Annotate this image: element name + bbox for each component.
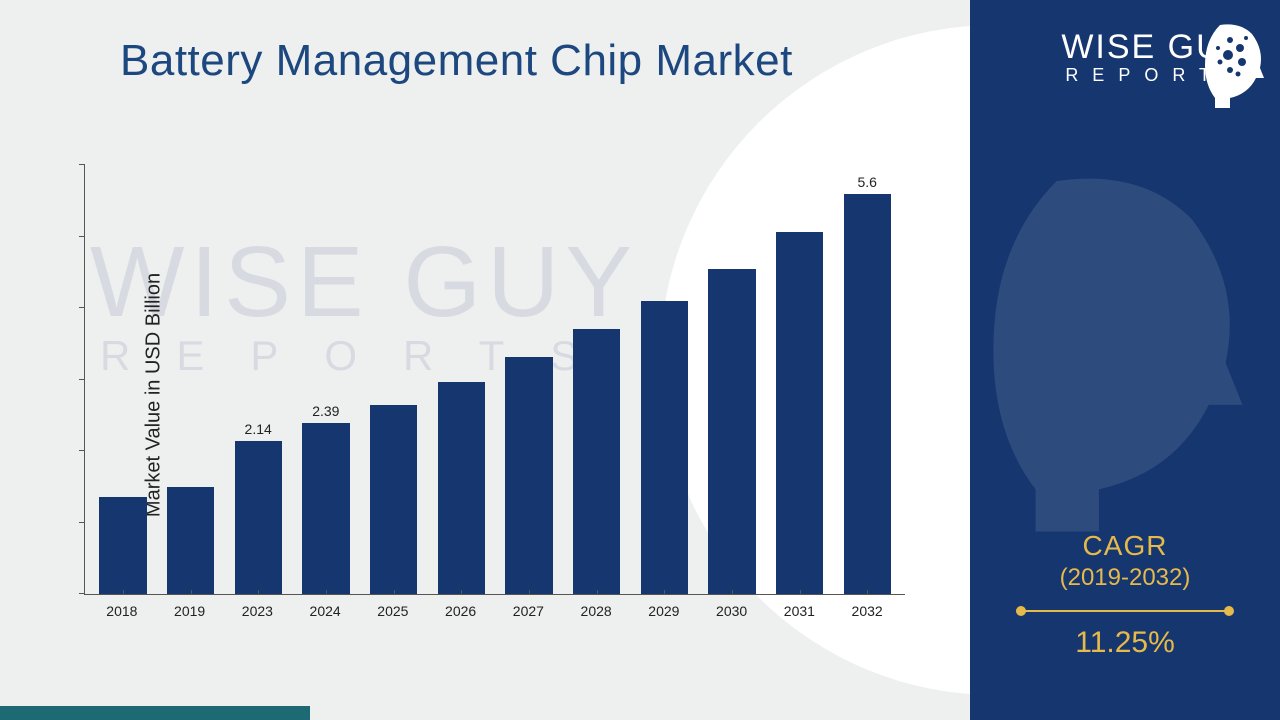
bar-wrap: 2.14 xyxy=(224,165,292,594)
x-axis-tick-label: 2032 xyxy=(833,597,901,625)
bar xyxy=(641,301,688,594)
cagr-period: (2019-2032) xyxy=(1010,564,1240,592)
cagr-divider xyxy=(1020,610,1230,612)
bar xyxy=(167,487,214,594)
x-tick xyxy=(258,590,259,595)
bar-wrap: 5.6 xyxy=(833,165,901,594)
x-axis-tick-label: 2027 xyxy=(495,597,563,625)
bar-value-label: 2.39 xyxy=(312,403,339,419)
bar-wrap xyxy=(563,165,631,594)
x-axis-tick-label: 2025 xyxy=(359,597,427,625)
x-tick xyxy=(732,590,733,595)
x-axis-labels: 2018201920232024202520262027202820292030… xyxy=(84,597,905,625)
bars-container: 2.14 2.39 5.6 xyxy=(85,165,905,594)
cagr-block: CAGR (2019-2032) 11.25% xyxy=(1010,530,1240,660)
x-axis-tick-label: 2023 xyxy=(224,597,292,625)
bar xyxy=(708,269,755,594)
bar-wrap xyxy=(427,165,495,594)
cagr-value: 11.25% xyxy=(1010,626,1240,660)
bar-wrap xyxy=(89,165,157,594)
bar xyxy=(302,423,349,594)
bar-wrap: 2.39 xyxy=(292,165,360,594)
x-tick xyxy=(191,590,192,595)
y-tick xyxy=(79,450,85,451)
bar xyxy=(776,232,823,595)
y-tick xyxy=(79,379,85,380)
x-axis-tick-label: 2030 xyxy=(698,597,766,625)
bar-wrap xyxy=(157,165,225,594)
bar xyxy=(99,497,146,594)
x-axis-tick-label: 2028 xyxy=(562,597,630,625)
x-axis-tick-label: 2018 xyxy=(88,597,156,625)
bar-wrap xyxy=(766,165,834,594)
bar-wrap xyxy=(698,165,766,594)
x-axis-tick-label: 2026 xyxy=(427,597,495,625)
x-tick xyxy=(664,590,665,595)
cagr-label: CAGR xyxy=(1010,530,1240,562)
bar-value-label: 5.6 xyxy=(857,174,876,190)
y-tick xyxy=(79,236,85,237)
x-tick xyxy=(394,590,395,595)
chart-area: Market Value in USD Billion 2.142.395.6 … xyxy=(70,165,905,625)
brand-logo: WISE GUY REPORTS xyxy=(1061,28,1250,86)
y-tick xyxy=(79,593,85,594)
x-axis-tick-label: 2029 xyxy=(630,597,698,625)
x-axis-tick-label: 2019 xyxy=(156,597,224,625)
x-axis-tick-label: 2031 xyxy=(766,597,834,625)
bar xyxy=(370,405,417,594)
bar xyxy=(505,357,552,594)
y-tick xyxy=(79,307,85,308)
bar-wrap xyxy=(360,165,428,594)
bar-wrap xyxy=(495,165,563,594)
bar-value-label: 2.14 xyxy=(245,421,272,437)
y-tick xyxy=(79,164,85,165)
chart-infographic: WISE GUY REPORTS Battery Management Chip… xyxy=(0,0,1280,720)
bar xyxy=(438,382,485,594)
y-tick xyxy=(79,522,85,523)
bar xyxy=(573,329,620,594)
x-tick xyxy=(867,590,868,595)
bar-wrap xyxy=(630,165,698,594)
x-tick xyxy=(461,590,462,595)
head-dots-icon xyxy=(1200,20,1270,110)
x-tick xyxy=(597,590,598,595)
x-tick xyxy=(123,590,124,595)
bar xyxy=(235,441,282,594)
plot-region: 2.14 2.39 5.6 xyxy=(84,165,905,595)
bar xyxy=(844,194,891,594)
x-tick xyxy=(800,590,801,595)
x-axis-tick-label: 2024 xyxy=(291,597,359,625)
x-tick xyxy=(326,590,327,595)
x-tick xyxy=(529,590,530,595)
chart-title: Battery Management Chip Market xyxy=(120,36,793,86)
bottom-accent-bar xyxy=(0,706,310,720)
